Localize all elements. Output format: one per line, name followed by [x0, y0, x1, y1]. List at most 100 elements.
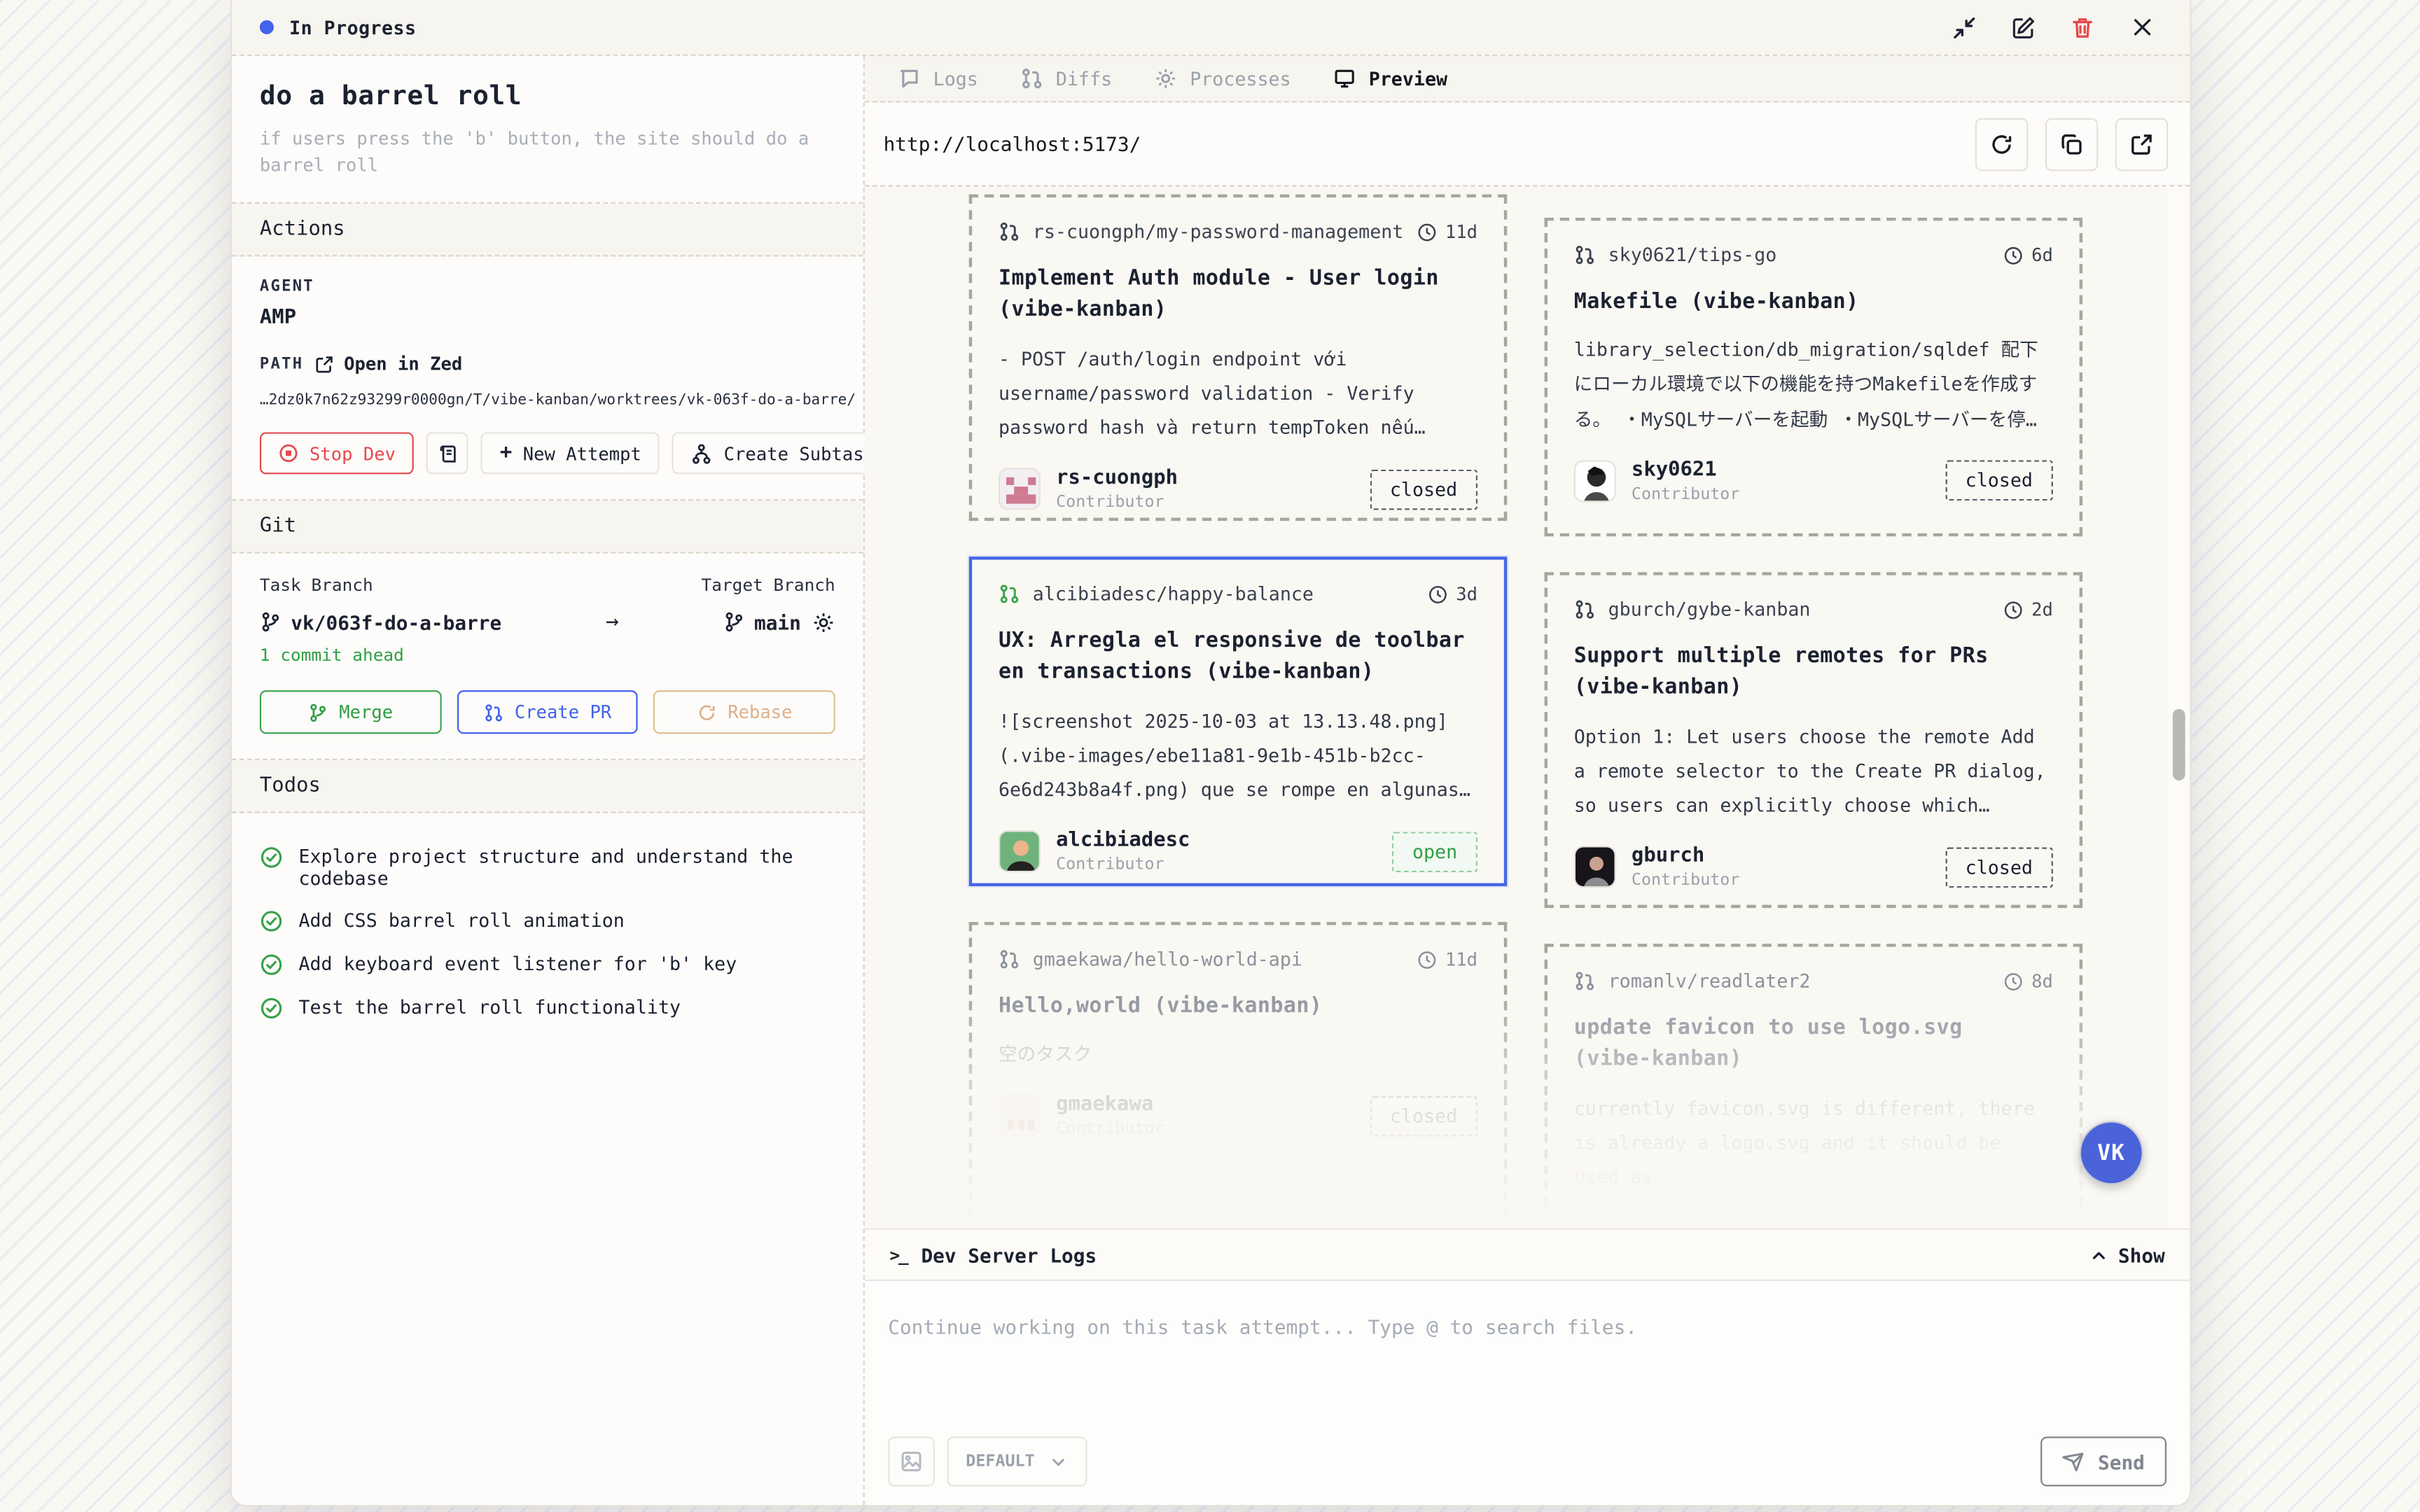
chevron-up-icon: [2089, 1245, 2109, 1265]
copy-url-button[interactable]: [2045, 117, 2099, 171]
pr-card[interactable]: gburch/gybe-kanban 2d Support multiple re…: [1544, 572, 2083, 909]
pr-card[interactable]: romanlv/readlater2 8d update favicon to u…: [1544, 944, 2083, 1228]
branch-settings-button[interactable]: [812, 611, 835, 634]
create-pr-label: Create PR: [514, 701, 612, 724]
age-label: 8d: [2031, 969, 2053, 993]
chat-bubble-icon: [898, 67, 921, 90]
clock-icon: [2003, 971, 2024, 991]
avatar: [1573, 846, 1616, 888]
merge-button[interactable]: Merge: [259, 690, 442, 735]
check-circle-icon: [260, 953, 283, 976]
create-subtask-button[interactable]: Create Subtask: [672, 433, 893, 475]
attach-image-button[interactable]: [888, 1436, 935, 1487]
status-dot: [259, 20, 274, 34]
open-external-button[interactable]: [2115, 117, 2169, 171]
card-description: currently favicon.svg is different, ther…: [1573, 1096, 2035, 1188]
image-icon: [899, 1449, 924, 1474]
clock-icon: [1428, 584, 1448, 604]
tab-processes[interactable]: Processes: [1154, 67, 1291, 90]
status-badge: closed: [1369, 468, 1478, 510]
card-title: Support multiple remotes for PRs (vibe-k…: [1573, 643, 1989, 701]
task-description: if users press the 'b' button, the site …: [259, 127, 809, 176]
pull-request-icon: [483, 703, 503, 723]
subtask-icon: [691, 443, 713, 465]
status-badge: closed: [1945, 461, 2053, 501]
dev-logs-script-button[interactable]: [426, 433, 469, 475]
repo-name: alcibiadesc/happy-balance: [1032, 582, 1314, 606]
pull-request-icon: [999, 583, 1020, 605]
dialog-header: In Progress: [231, 0, 2190, 56]
pull-request-icon: [1574, 598, 1596, 620]
minimize-button[interactable]: [1944, 7, 1984, 48]
stop-dev-label: Stop Dev: [309, 442, 396, 465]
tab-logs[interactable]: Logs: [898, 67, 978, 90]
pr-card[interactable]: gmaekawa/hello-world-api 11d Hello,world …: [968, 922, 1508, 1228]
chevron-down-icon: [1049, 1451, 1069, 1471]
git-merge-icon: [308, 703, 328, 723]
right-panel: Logs Diffs Processes Preview http://loca…: [864, 55, 2190, 1506]
status-badge: closed: [1945, 846, 2053, 888]
plus-icon: +: [499, 442, 513, 465]
model-select[interactable]: DEFAULT: [947, 1436, 1088, 1487]
todo-list: Explore project structure and understand…: [260, 835, 835, 1030]
card-column-left: rs-cuongph/my-password-management 11d Imp…: [968, 194, 1508, 1228]
card-description: - POST /auth/login endpoint với username…: [998, 347, 1414, 439]
page-title: do a barrel roll: [259, 80, 522, 112]
pr-card-selected[interactable]: alcibiadesc/happy-balance 3d UX: Arregla …: [968, 556, 1508, 887]
open-in-zed-link[interactable]: Open in Zed: [314, 354, 462, 375]
target-branch-label: Target Branch: [701, 575, 835, 596]
external-link-icon: [314, 354, 335, 374]
stop-dev-button[interactable]: Stop Dev: [259, 433, 415, 475]
stop-circle-icon: [279, 444, 299, 464]
scrollbar-thumb[interactable]: [2171, 708, 2185, 780]
avatar: [998, 1095, 1041, 1138]
clock-icon: [1417, 949, 1438, 969]
send-button[interactable]: Send: [2040, 1436, 2167, 1487]
create-pr-button[interactable]: Create PR: [457, 690, 639, 735]
dev-server-logs-bar[interactable]: >_ Dev Server Logs Show: [864, 1228, 2190, 1282]
clock-icon: [2003, 599, 2024, 620]
git-branch-icon: [723, 612, 745, 634]
tab-diffs[interactable]: Diffs: [1020, 67, 1112, 90]
delete-button[interactable]: [2062, 7, 2103, 48]
task-title-block: do a barrel roll if users press the 'b' …: [231, 56, 863, 204]
gear-icon: [1154, 67, 1177, 90]
pr-card[interactable]: sky0621/tips-go 6d Makefile (vibe-kanban)…: [1544, 217, 2083, 537]
pull-request-icon: [999, 948, 1020, 970]
todo-label: Add CSS barrel roll animation: [298, 909, 625, 932]
author-role: Contributor: [1056, 855, 1164, 874]
card-title: Implement Auth module - User login (vibe…: [998, 265, 1439, 323]
close-button[interactable]: [2122, 7, 2162, 48]
card-description: library_selection/db_migration/sqldef 配下…: [1573, 339, 2045, 430]
tab-preview[interactable]: Preview: [1333, 67, 1447, 90]
new-attempt-button[interactable]: + New Attempt: [481, 433, 660, 475]
task-branch-name: vk/063f-do-a-barre: [291, 610, 502, 634]
message-input[interactable]: Continue working on this task attempt...…: [888, 1314, 1638, 1338]
author-role: Contributor: [1056, 1120, 1164, 1139]
preview-url[interactable]: http://localhost:5173/: [883, 132, 1141, 156]
pull-request-icon: [999, 220, 1020, 242]
script-icon: [437, 443, 459, 465]
task-sidebar: do a barrel roll if users press the 'b' …: [231, 55, 893, 1506]
todo-item: Test the barrel roll functionality: [260, 986, 835, 1030]
card-column-right: sky0621/tips-go 6d Makefile (vibe-kanban)…: [1544, 217, 2083, 1228]
rebase-button[interactable]: Rebase: [653, 690, 835, 735]
age-label: 11d: [1445, 948, 1478, 970]
pr-card[interactable]: rs-cuongph/my-password-management 11d Imp…: [968, 194, 1508, 522]
refresh-icon: [697, 703, 717, 723]
avatar: [998, 830, 1041, 873]
check-circle-icon: [260, 996, 283, 1019]
edit-button[interactable]: [2003, 7, 2044, 48]
repo-name: romanlv/readlater2: [1608, 969, 1811, 993]
check-circle-icon: [260, 846, 283, 869]
preview-scrollbar: [2166, 186, 2190, 1228]
agent-value: AMP: [259, 307, 297, 330]
author-role: Contributor: [1056, 493, 1164, 512]
show-logs-button[interactable]: Show: [2089, 1243, 2165, 1266]
card-description: ![screenshot 2025-10-03 at 13.13.48.png]…: [998, 709, 1470, 801]
vibe-kanban-logo-badge[interactable]: VK: [2079, 1121, 2143, 1185]
pull-request-icon: [1574, 970, 1596, 992]
refresh-button[interactable]: [1975, 117, 2029, 171]
worktree-path: …2dz0k7n62z93299r0000gn/T/vibe-kanban/wo…: [259, 392, 856, 410]
age-label: 3d: [1456, 582, 1478, 606]
